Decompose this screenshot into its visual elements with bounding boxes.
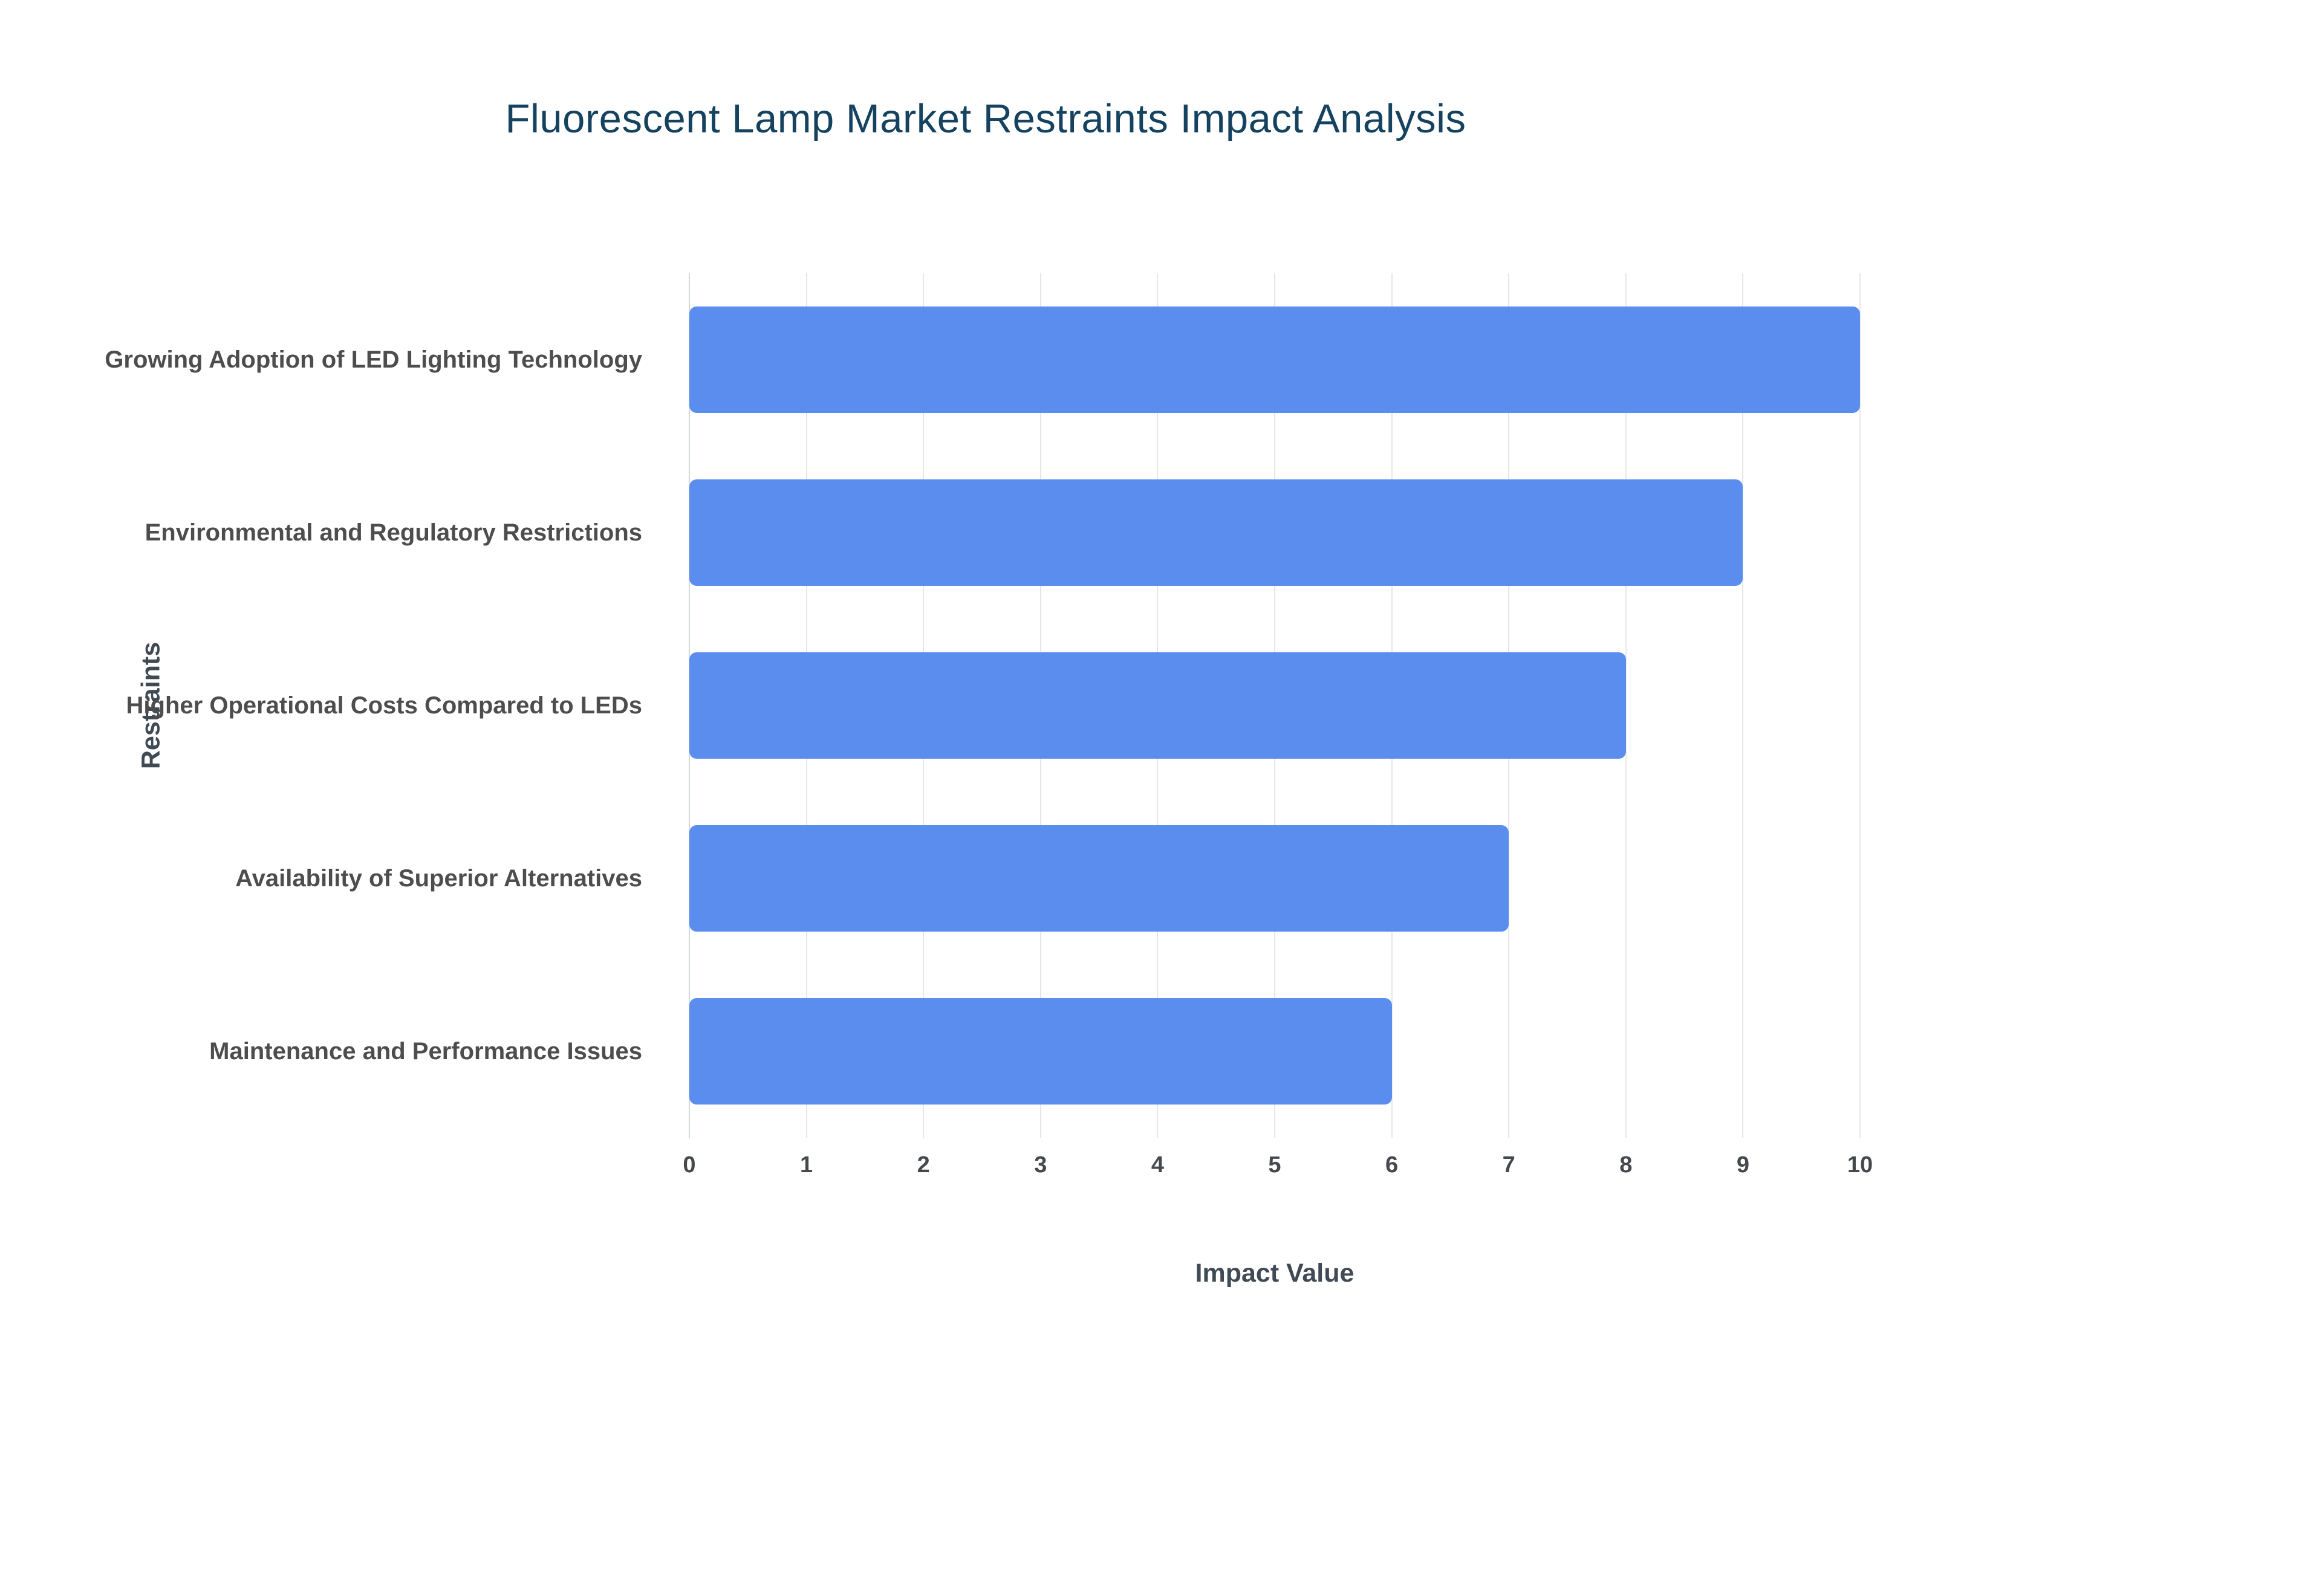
bar: [689, 825, 1509, 932]
x-tick-label: 5: [1268, 1152, 1281, 1178]
x-tick-label: 6: [1385, 1152, 1399, 1178]
category-label: Availability of Superior Alternatives: [235, 865, 642, 892]
plot-area: [689, 273, 1861, 1138]
gridline: [1625, 273, 1627, 1138]
x-tick-label: 9: [1736, 1152, 1749, 1178]
category-label: Maintenance and Performance Issues: [209, 1038, 642, 1065]
x-tick-label: 3: [1034, 1152, 1047, 1178]
category-labels: Growing Adoption of LED Lighting Technol…: [73, 273, 665, 1138]
bar: [689, 652, 1626, 759]
bar: [689, 479, 1743, 586]
gridline: [1742, 273, 1744, 1138]
x-tick-labels: 0 1 2 3 4 5 6 7 8 9 10: [683, 1152, 1873, 1189]
x-tick-label: 8: [1619, 1152, 1633, 1178]
bar: [689, 998, 1392, 1105]
x-tick-label: 0: [683, 1152, 696, 1178]
gridline: [1859, 273, 1861, 1138]
x-axis-title: Impact Value: [1195, 1259, 1354, 1288]
category-label: Higher Operational Costs Compared to LED…: [126, 692, 642, 719]
x-tick-label: 2: [917, 1152, 930, 1178]
chart-title: Fluorescent Lamp Market Restraints Impac…: [505, 96, 1466, 141]
category-label: Growing Adoption of LED Lighting Technol…: [105, 346, 642, 373]
bar: [689, 307, 1860, 413]
x-tick-label: 4: [1151, 1152, 1164, 1178]
x-tick-label: 10: [1847, 1152, 1873, 1178]
x-tick-label: 1: [800, 1152, 813, 1178]
category-label: Environmental and Regulatory Restriction…: [145, 519, 642, 546]
x-tick-label: 7: [1502, 1152, 1515, 1178]
